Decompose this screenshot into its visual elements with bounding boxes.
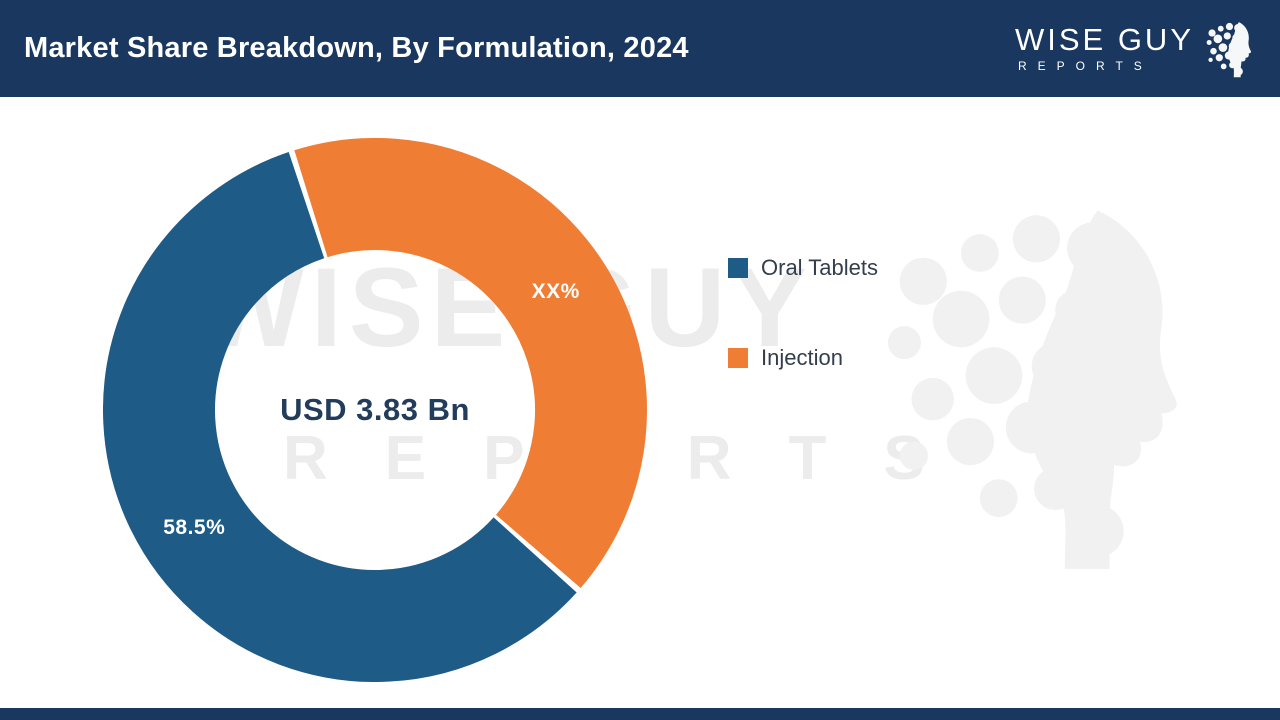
legend-swatch-oral-tablets (728, 258, 748, 278)
donut-slice-1 (103, 138, 647, 682)
legend-label-injection: Injection (761, 345, 843, 370)
logo-subtitle: REPORTS (1017, 59, 1153, 74)
donut-ring (103, 138, 647, 682)
header-bar: Market Share Breakdown, By Formulation, … (0, 0, 1280, 97)
donut-slice-0 (103, 138, 647, 682)
logo-wordmark: WISE GUY (1014, 21, 1194, 57)
chart-legend: Oral Tablets Injection (728, 255, 878, 371)
donut-chart: 58.5% XX% USD 3.83 Bn (103, 138, 647, 682)
legend-label-oral-tablets: Oral Tablets (761, 255, 878, 280)
page-title: Market Share Breakdown, By Formulation, … (24, 32, 689, 64)
footer-bar (0, 708, 1280, 720)
wise-guy-logo: WISE GUY REPORTS (1015, 20, 1258, 78)
legend-item-oral-tablets: Oral Tablets (728, 255, 878, 281)
watermark-head-icon (862, 175, 1192, 595)
chart-canvas: WISE GUY REPORTS 58.5% XX% USD 3.83 Bn Or… (0, 97, 1280, 708)
legend-swatch-injection (728, 348, 748, 368)
chart-center-value: USD 3.83 Bn (280, 392, 470, 427)
logo-head-icon (1198, 20, 1258, 78)
logo-text: WISE GUY REPORTS (1014, 21, 1194, 74)
legend-item-injection: Injection (728, 345, 878, 371)
